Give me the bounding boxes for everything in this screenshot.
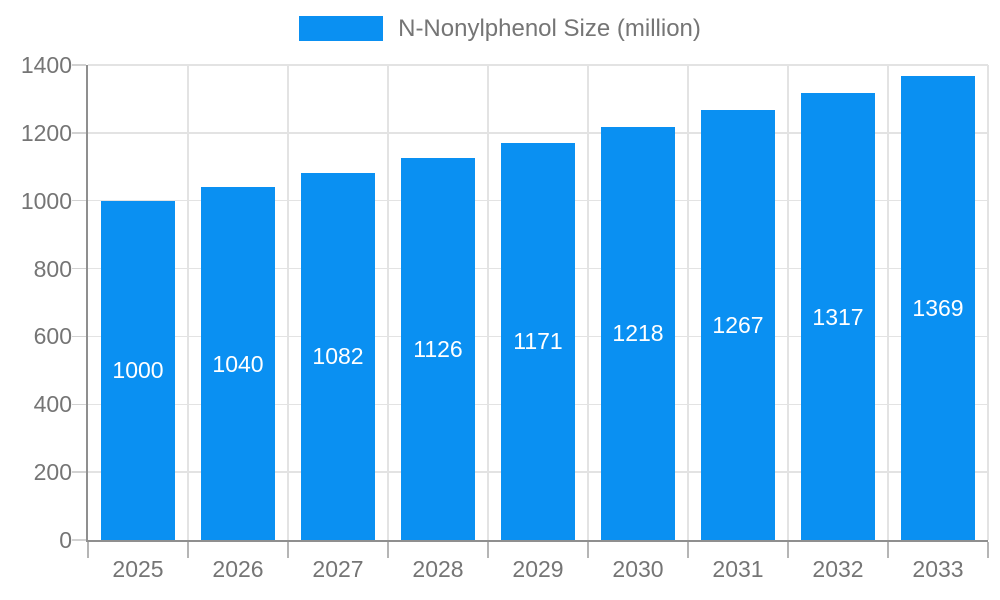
y-axis-tick xyxy=(72,64,86,66)
legend-item[interactable]: N-Nonylphenol Size (million) xyxy=(299,16,701,41)
y-axis-tick xyxy=(72,132,86,134)
x-axis-label: 2029 xyxy=(512,556,564,582)
y-axis-label: 200 xyxy=(33,459,72,486)
bar-value-label: 1267 xyxy=(712,312,764,339)
y-axis-label: 600 xyxy=(33,323,72,350)
y-axis-label: 800 xyxy=(33,255,72,282)
y-axis-label: 1000 xyxy=(20,187,72,214)
legend-swatch-icon xyxy=(299,16,384,41)
x-axis-tick xyxy=(287,542,289,558)
x-axis-label: 2027 xyxy=(312,556,364,582)
bar[interactable]: 1171 xyxy=(501,142,575,540)
x-axis-tick xyxy=(87,542,89,558)
bar[interactable]: 1369 xyxy=(901,75,975,540)
x-axis-label: 2025 xyxy=(112,556,164,582)
x-axis-label: 2026 xyxy=(212,556,264,582)
bar[interactable]: 1040 xyxy=(201,187,275,540)
x-axis-tick xyxy=(387,542,389,558)
bar[interactable]: 1082 xyxy=(301,172,375,540)
x-axis-line xyxy=(86,540,988,542)
y-axis-tick xyxy=(72,403,86,406)
bar-value-label: 1040 xyxy=(212,350,264,377)
x-axis-label: 2032 xyxy=(812,556,864,582)
gridline-v xyxy=(287,65,289,540)
gridline-v xyxy=(487,65,489,540)
bar[interactable]: 1317 xyxy=(801,93,875,540)
bar-value-label: 1171 xyxy=(513,328,563,355)
x-axis-label: 2028 xyxy=(412,556,464,582)
bar-value-label: 1000 xyxy=(112,357,164,384)
x-axis-tick xyxy=(987,542,989,558)
gridline-v xyxy=(987,65,989,540)
bar[interactable]: 1218 xyxy=(601,126,675,540)
y-axis-tick xyxy=(72,267,86,270)
bar-value-label: 1218 xyxy=(612,320,664,347)
y-axis-line xyxy=(86,65,88,542)
gridline-v xyxy=(587,65,589,540)
bar[interactable]: 1000 xyxy=(101,200,175,540)
gridline-v xyxy=(387,65,389,540)
x-axis-tick xyxy=(187,542,189,558)
x-axis-tick xyxy=(487,542,489,558)
gridline-v xyxy=(187,65,189,540)
legend-label: N-Nonylphenol Size (million) xyxy=(398,15,701,42)
gridline-h xyxy=(88,64,988,66)
bar-value-label: 1317 xyxy=(812,303,864,330)
x-axis-label: 2031 xyxy=(712,556,764,582)
plot-area: 0 200 400 600 800 1000 1200 1400 1000 2025 1040 202… xyxy=(21,52,989,582)
y-axis-tick xyxy=(72,335,86,338)
gridline-v xyxy=(887,65,889,540)
bar[interactable]: 1267 xyxy=(701,110,775,540)
x-axis-tick xyxy=(787,542,789,558)
y-axis-label: 0 xyxy=(59,527,72,553)
y-axis-label: 1200 xyxy=(20,119,72,146)
x-axis-tick xyxy=(587,542,589,558)
gridline-v xyxy=(687,65,689,540)
y-axis-tick xyxy=(72,199,86,202)
legend: N-Nonylphenol Size (million) xyxy=(0,16,1000,41)
y-axis-label: 400 xyxy=(33,391,72,418)
gridline-v xyxy=(787,65,789,540)
x-axis-label: 2030 xyxy=(612,556,664,582)
bar-value-label: 1082 xyxy=(312,343,364,370)
y-axis-tick xyxy=(72,471,86,473)
x-axis-tick xyxy=(887,542,889,558)
bar-value-label: 1126 xyxy=(413,335,463,362)
bar[interactable]: 1126 xyxy=(401,157,475,540)
x-axis-label: 2033 xyxy=(912,556,964,582)
bar-value-label: 1369 xyxy=(912,294,964,321)
x-axis-tick xyxy=(687,542,689,558)
y-axis-tick xyxy=(72,539,86,541)
gridline-h xyxy=(88,132,988,134)
y-axis-label: 1400 xyxy=(20,52,72,78)
